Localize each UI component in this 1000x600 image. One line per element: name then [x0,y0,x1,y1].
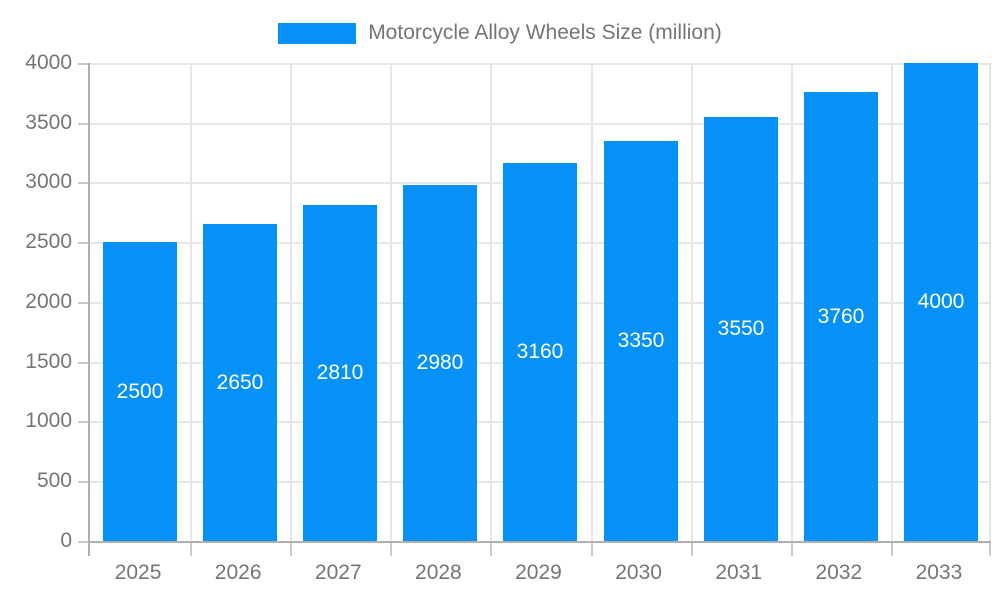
x-axis-tick [791,543,793,556]
bar-2026[interactable]: 2650 [203,224,277,541]
y-axis-tick-label: 1000 [25,409,72,432]
gridline-vertical [190,63,192,541]
gridline-vertical [891,63,893,541]
y-axis-tick-label: 2000 [25,290,72,313]
x-axis-tick [691,543,693,556]
gridline-vertical [591,63,593,541]
bar-value-label: 4000 [917,290,965,313]
x-axis-tick [390,543,392,556]
x-axis-tick-label: 2026 [214,561,262,584]
gridline-vertical [490,63,492,541]
x-axis-tick-label: 2030 [615,561,662,584]
bar-2029[interactable]: 3160 [503,163,577,541]
bar-2033[interactable]: 4000 [904,63,978,541]
y-axis-tick [78,182,88,184]
y-axis-tick-label: 1500 [25,350,72,373]
y-axis-tick-label: 4000 [25,51,72,74]
bar-value-label: 3550 [717,317,765,340]
bar-2025[interactable]: 2500 [103,242,177,541]
gridline-vertical [390,63,392,541]
bar-value-label: 3350 [617,329,665,352]
gridline-vertical [989,63,991,541]
x-axis-tick [490,543,492,556]
x-axis-tick [290,543,292,556]
bar-value-label: 3160 [516,340,564,363]
y-axis-tick-label: 2500 [25,230,72,253]
bar-value-label: 2980 [416,351,464,374]
x-axis-tick-label: 2029 [515,561,562,584]
x-axis-tick-label: 2033 [915,561,963,584]
bar-2030[interactable]: 3350 [604,141,678,541]
y-axis-tick-label: 0 [60,529,72,552]
bar-2027[interactable]: 2810 [303,205,377,541]
x-axis-tick-label: 2028 [415,561,462,584]
bar-value-label: 3760 [817,304,865,328]
x-axis-tick-label: 2025 [114,561,162,584]
x-axis-tick-label: 2032 [815,561,863,584]
x-axis-tick [88,543,90,556]
y-axis-tick [78,421,88,423]
y-axis-tick-label: 500 [36,469,72,492]
legend-label: Motorcycle Alloy Wheels Size (million) [368,21,722,44]
y-axis-tick-label: 3000 [25,170,72,193]
y-axis-tick [78,242,88,244]
legend-swatch [278,22,357,44]
x-axis-tick [891,543,893,556]
x-axis-tick-label: 2031 [715,561,763,584]
bar-value-label: 2500 [116,379,164,403]
gridline-horizontal [90,123,991,125]
y-axis-tick [78,362,88,364]
bar-value-label: 2650 [216,370,264,394]
x-axis-tick [989,543,991,556]
bar-2032[interactable]: 3760 [804,92,878,541]
legend-item[interactable]: Motorcycle Alloy Wheels Size (million) [0,20,1000,46]
y-axis-tick [78,302,88,304]
y-axis-tick-label: 3500 [25,111,72,134]
gridline-horizontal [90,63,991,65]
y-axis-tick [78,63,88,65]
plot-area: 2500 2650 2810 2980 3160 3350 3550 3760 4000 [78,63,991,556]
bar-2028[interactable]: 2980 [403,185,477,541]
gridline-vertical [290,63,292,541]
bar-2031[interactable]: 3550 [704,117,778,541]
x-axis-tick [591,543,593,556]
gridline-vertical [691,63,693,541]
bar-value-label: 2810 [316,361,364,384]
y-axis-tick [78,481,88,483]
y-axis-tick [78,541,88,543]
y-axis-tick [78,123,88,125]
x-axis-tick [190,543,192,556]
x-axis-tick-label: 2027 [314,561,362,584]
gridline-vertical [791,63,793,541]
